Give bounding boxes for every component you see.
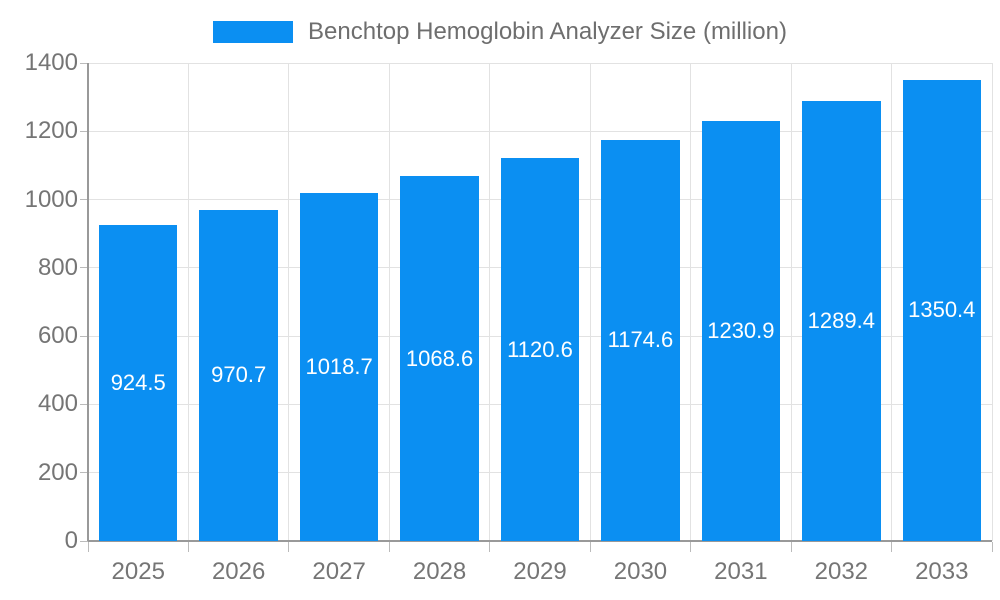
y-axis-tick	[80, 62, 88, 64]
gridline-vertical	[288, 63, 290, 541]
x-tick-label: 2033	[915, 558, 969, 585]
y-axis-tick	[80, 267, 88, 269]
legend[interactable]: Benchtop Hemoglobin Analyzer Size (milli…	[0, 18, 1000, 46]
bar-2026[interactable]	[199, 209, 278, 541]
gridline-horizontal	[88, 130, 992, 132]
x-axis-line	[88, 540, 992, 542]
y-axis-tick	[80, 199, 88, 201]
x-axis-tick	[891, 542, 893, 552]
y-axis-tick	[80, 403, 88, 405]
legend-label: Benchtop Hemoglobin Analyzer Size (milli…	[308, 18, 787, 45]
x-axis-tick	[388, 542, 390, 552]
gridline-vertical	[790, 63, 792, 541]
y-tick-label: 1200	[24, 117, 78, 145]
bar-value-label: 970.7	[211, 362, 267, 388]
y-tick-label: 800	[37, 253, 78, 281]
x-tick-label: 2028	[412, 558, 467, 585]
x-axis-tick	[589, 542, 591, 552]
x-axis-tick	[87, 542, 89, 552]
y-axis-line	[87, 63, 89, 541]
gridline-vertical	[489, 63, 491, 541]
x-axis-tick	[790, 542, 792, 552]
bar-2032[interactable]	[802, 100, 881, 541]
bar-value-label: 1350.4	[908, 297, 976, 323]
gridline-horizontal	[88, 62, 992, 64]
y-tick-label: 1000	[24, 185, 78, 213]
plot-area: 924.5 970.7 1018.7 1068.6 1120.6 1174.6 1230.9…	[80, 62, 993, 552]
y-tick-label: 0	[64, 527, 78, 554]
gridline-vertical	[187, 63, 189, 541]
y-tick-label: 200	[37, 458, 78, 486]
bar-value-label: 1018.7	[305, 354, 373, 380]
y-axis-tick	[80, 130, 88, 132]
x-tick-label: 2026	[211, 558, 266, 585]
x-tick-label: 2027	[312, 558, 366, 585]
gridline-vertical	[991, 63, 993, 541]
bar-value-label: 1230.9	[707, 317, 775, 343]
bar-value-label: 924.5	[110, 370, 166, 396]
x-axis-tick	[288, 542, 290, 552]
bar-2025[interactable]	[99, 225, 178, 541]
x-axis-tick	[991, 542, 993, 552]
bar-2030[interactable]	[601, 139, 680, 541]
x-axis-tick	[187, 542, 189, 552]
x-tick-label: 2031	[714, 558, 768, 585]
x-axis-tick	[690, 542, 692, 552]
y-axis-tick	[80, 472, 88, 474]
bar-value-label: 1289.4	[807, 307, 875, 333]
x-tick-label: 2029	[513, 558, 567, 585]
gridline-vertical	[891, 63, 893, 541]
y-axis-tick	[80, 335, 88, 337]
y-axis-tick	[80, 540, 88, 542]
x-tick-label: 2030	[613, 558, 668, 585]
x-axis-tick	[489, 542, 491, 552]
bar-2029[interactable]	[500, 158, 580, 541]
bar-value-label: 1068.6	[405, 345, 474, 371]
x-tick-label: 2032	[814, 558, 869, 585]
gridline-vertical	[690, 63, 692, 541]
bar-value-label: 1174.6	[607, 327, 674, 353]
y-tick-label: 1400	[24, 49, 78, 76]
bar-2031[interactable]	[701, 120, 781, 541]
x-tick-label: 2025	[111, 558, 165, 585]
bar-value-label: 1120.6	[507, 336, 573, 362]
gridline-vertical	[388, 63, 390, 541]
bar-2027[interactable]	[299, 193, 379, 541]
gridline-vertical	[589, 63, 591, 541]
y-tick-label: 600	[37, 322, 78, 350]
y-tick-label: 400	[37, 390, 78, 418]
bar-2028[interactable]	[400, 176, 479, 541]
legend-swatch	[213, 21, 294, 43]
bar-2033[interactable]	[902, 79, 981, 541]
